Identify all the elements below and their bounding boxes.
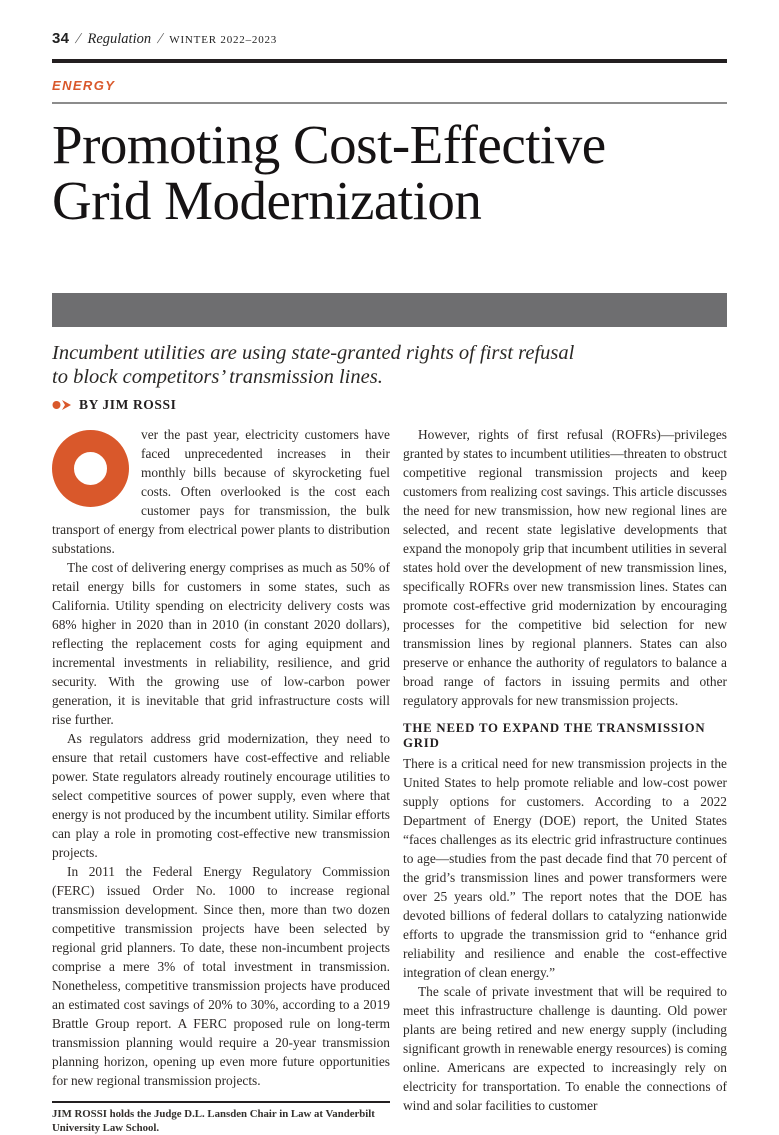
paragraph: In 2011 the Federal Energy Regulatory Co… <box>52 864 390 1088</box>
article-deck: Incumbent utilities are using state-gran… <box>52 341 727 389</box>
paragraph-text: ver the past year, electricity customers… <box>52 427 390 556</box>
issue-label: WINTER 2022–2023 <box>169 34 278 46</box>
article-title-line1: Promoting Cost-Effective <box>52 114 606 175</box>
header-separator: / <box>157 31 164 47</box>
paragraph: However, rights of first refusal (ROFRs)… <box>403 427 727 708</box>
paragraph: Over the past year, electricity customer… <box>52 425 390 558</box>
article-body: Over the past year, electricity customer… <box>52 425 727 1135</box>
paragraph: There is a critical need for new transmi… <box>403 756 727 980</box>
byline-text: BY JIM ROSSI <box>79 397 177 412</box>
section-heading: THE NEED TO EXPAND THE TRANSMISSION GRID <box>403 721 706 750</box>
paragraph: The cost of delivering energy comprises … <box>52 560 390 727</box>
deck-line1: Incumbent utilities are using state-gran… <box>52 342 575 364</box>
article-title: Promoting Cost-Effective Grid Modernizat… <box>52 117 727 229</box>
page-number: 34 <box>52 30 70 47</box>
photo-banner <box>52 293 727 327</box>
left-column: Over the past year, electricity customer… <box>52 425 390 1135</box>
section-label: ENERGY <box>52 78 116 93</box>
drop-cap: O <box>52 430 129 507</box>
right-column: However, rights of first refusal (ROFRs)… <box>403 425 727 1135</box>
magazine-name: Regulation <box>87 31 152 47</box>
paragraph: The scale of private investment that wil… <box>403 984 727 1113</box>
paragraph: As regulators address grid modernization… <box>52 731 390 860</box>
header-separator: / <box>75 31 82 47</box>
author-footnote: JIM ROSSI holds the Judge D.L. Lansden C… <box>52 1101 390 1135</box>
page-header: 34 / Regulation / WINTER 2022–2023 <box>52 30 727 48</box>
byline: BY JIM ROSSI <box>52 397 727 413</box>
divider-thin <box>52 102 727 104</box>
deck-line2: to block competitors’ transmission lines… <box>52 366 383 388</box>
arrow-bullet-icon <box>52 400 71 410</box>
divider-thick <box>52 59 727 63</box>
article-title-line2: Grid Modernization <box>52 170 482 231</box>
